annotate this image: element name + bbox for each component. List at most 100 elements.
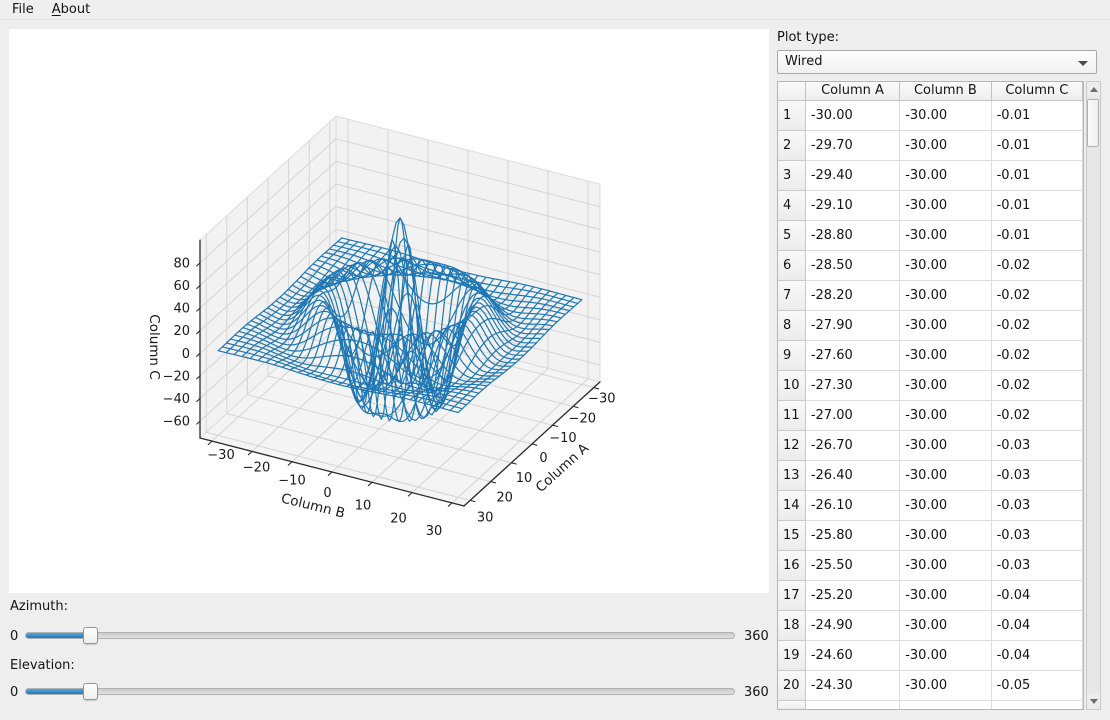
z-tick xyxy=(196,307,201,312)
row-number-cell: 20 xyxy=(778,671,806,701)
elevation-min-label: 0 xyxy=(10,685,19,700)
b-tick-label: 30 xyxy=(426,524,443,539)
menu-file[interactable]: File xyxy=(12,2,34,17)
a-tick-label: 30 xyxy=(477,510,494,525)
z-tick xyxy=(196,352,201,357)
menu-about-accel: A xyxy=(51,2,61,17)
grid-line-z xyxy=(199,296,601,422)
b-tick-label: −10 xyxy=(278,473,305,488)
plot-figure[interactable]: −30 −20 −10 0 10 20 30 −30 −20 −10 0 10 20 30 80 60 40 20… xyxy=(9,29,769,593)
wireframe-line xyxy=(221,346,463,410)
table-cell-c: -0.03 xyxy=(991,431,1083,461)
table-cell-c xyxy=(991,701,1083,709)
table-row[interactable]: 5 -28.80 -30.00 -0.01 xyxy=(778,221,1083,251)
table-row[interactable]: 8 -27.90 -30.00 -0.02 xyxy=(778,311,1083,341)
table-row[interactable]: 13 -26.40 -30.00 -0.03 xyxy=(778,461,1083,491)
elevation-slider[interactable] xyxy=(25,683,735,700)
plot-type-label: Plot type: xyxy=(777,30,840,45)
table-row[interactable]: 12 -26.70 -30.00 -0.03 xyxy=(778,431,1083,461)
table-row[interactable]: 7 -28.20 -30.00 -0.02 xyxy=(778,281,1083,311)
table-row[interactable]: 2 -29.70 -30.00 -0.01 xyxy=(778,131,1083,161)
table-cell-c: -0.05 xyxy=(991,671,1083,701)
wireframe-line xyxy=(246,317,488,387)
elevation-slider-handle[interactable] xyxy=(83,683,98,700)
table-row[interactable]: 18 -24.90 -30.00 -0.04 xyxy=(778,611,1083,641)
table-cell-a: -24.90 xyxy=(805,611,901,641)
table-row[interactable]: 17 -25.20 -30.00 -0.04 xyxy=(778,581,1083,611)
table-row-partial[interactable] xyxy=(778,701,1083,709)
col-header-a[interactable]: Column A xyxy=(805,82,901,101)
elevation-slider-fill xyxy=(26,689,89,694)
b-tick xyxy=(367,481,373,487)
table-cell-c: -0.02 xyxy=(991,401,1083,431)
table-scrollbar[interactable] xyxy=(1086,81,1101,710)
table-row[interactable]: 19 -24.60 -30.00 -0.04 xyxy=(778,641,1083,671)
b-tick-label: 20 xyxy=(390,511,407,526)
table-cell-b: -30.00 xyxy=(900,281,992,311)
table-cell-b: -30.00 xyxy=(900,311,992,341)
a-tick xyxy=(593,387,600,390)
table-row[interactable]: 3 -29.40 -30.00 -0.01 xyxy=(778,161,1083,191)
table-row[interactable]: 11 -27.00 -30.00 -0.02 xyxy=(778,401,1083,431)
table-row[interactable]: 6 -28.50 -30.00 -0.02 xyxy=(778,251,1083,281)
wireframe-line xyxy=(332,244,575,308)
chevron-down-icon xyxy=(1078,61,1088,66)
table-cell-b: -30.00 xyxy=(900,461,992,491)
a-tick xyxy=(552,424,558,427)
table-row[interactable]: 1 -30.00 -30.00 -0.01 xyxy=(778,101,1083,131)
scrollbar-thumb[interactable] xyxy=(1087,99,1099,147)
menu-about[interactable]: About xyxy=(50,1,92,18)
row-number-cell: 1 xyxy=(778,101,806,131)
azimuth-slider-handle[interactable] xyxy=(83,627,98,644)
table-row[interactable]: 16 -25.50 -30.00 -0.03 xyxy=(778,551,1083,581)
azimuth-slider-fill xyxy=(26,633,89,638)
plot-type-combobox[interactable]: Wired xyxy=(777,50,1097,74)
wireframe-line xyxy=(291,267,533,399)
row-number-cell: 3 xyxy=(778,161,806,191)
table-cell-a: -29.10 xyxy=(805,191,901,221)
table-cell-b: -30.00 xyxy=(900,671,992,701)
table-cell-c: -0.03 xyxy=(991,551,1083,581)
table-cell-a: -28.80 xyxy=(805,221,901,251)
table-row[interactable]: 20 -24.30 -30.00 -0.05 xyxy=(778,671,1083,701)
wireframe-plot-canvas[interactable]: −30−20−100102030−30−20−10010203080604020… xyxy=(9,29,769,593)
arrow-up-icon xyxy=(1089,87,1098,92)
scroll-up-button[interactable] xyxy=(1087,82,1100,97)
table-cell-b: -30.00 xyxy=(900,491,992,521)
table-cell-b: -30.00 xyxy=(900,431,992,461)
table-cell-b: -30.00 xyxy=(900,251,992,281)
wireframe-line xyxy=(217,350,459,414)
table-cell-c: -0.03 xyxy=(991,491,1083,521)
wireframe-line xyxy=(234,334,476,398)
table-cell-b: -30.00 xyxy=(900,611,992,641)
table-row[interactable]: 4 -29.10 -30.00 -0.01 xyxy=(778,191,1083,221)
scroll-down-button[interactable] xyxy=(1087,694,1100,709)
row-number-cell: 4 xyxy=(778,191,806,221)
wireframe-line xyxy=(242,326,484,391)
table-cell-b: -30.00 xyxy=(900,161,992,191)
a-tick xyxy=(531,443,538,446)
table-cell-a: -27.30 xyxy=(805,371,901,401)
table-cell-a: -24.60 xyxy=(805,641,901,671)
table-row[interactable]: 14 -26.10 -30.00 -0.03 xyxy=(778,491,1083,521)
a-tick-label: 10 xyxy=(516,471,533,486)
a-tick-label: 0 xyxy=(539,451,547,466)
table-row[interactable]: 10 -27.30 -30.00 -0.02 xyxy=(778,371,1083,401)
table-row[interactable]: 9 -27.60 -30.00 -0.02 xyxy=(778,341,1083,371)
b-tick-label: 0 xyxy=(323,486,331,501)
z-tick-label: −40 xyxy=(163,392,190,407)
table-body: 1 -30.00 -30.00 -0.01 2 -29.70 -30.00 -0.01 3 -29… xyxy=(778,101,1083,709)
grid-line-y xyxy=(205,234,471,501)
row-number-cell: 8 xyxy=(778,311,806,341)
table-cell-a: -29.70 xyxy=(805,131,901,161)
row-number-cell: 12 xyxy=(778,431,806,461)
grid-line-z xyxy=(199,160,601,286)
col-header-c[interactable]: Column C xyxy=(991,82,1083,101)
table-row[interactable]: 15 -25.80 -30.00 -0.03 xyxy=(778,521,1083,551)
b-tick xyxy=(407,492,413,497)
grid-line-x xyxy=(411,170,549,494)
azimuth-slider[interactable] xyxy=(25,627,735,644)
z-tick-label: 20 xyxy=(173,324,190,339)
col-header-b[interactable]: Column B xyxy=(900,82,992,101)
a-tick xyxy=(510,462,517,465)
